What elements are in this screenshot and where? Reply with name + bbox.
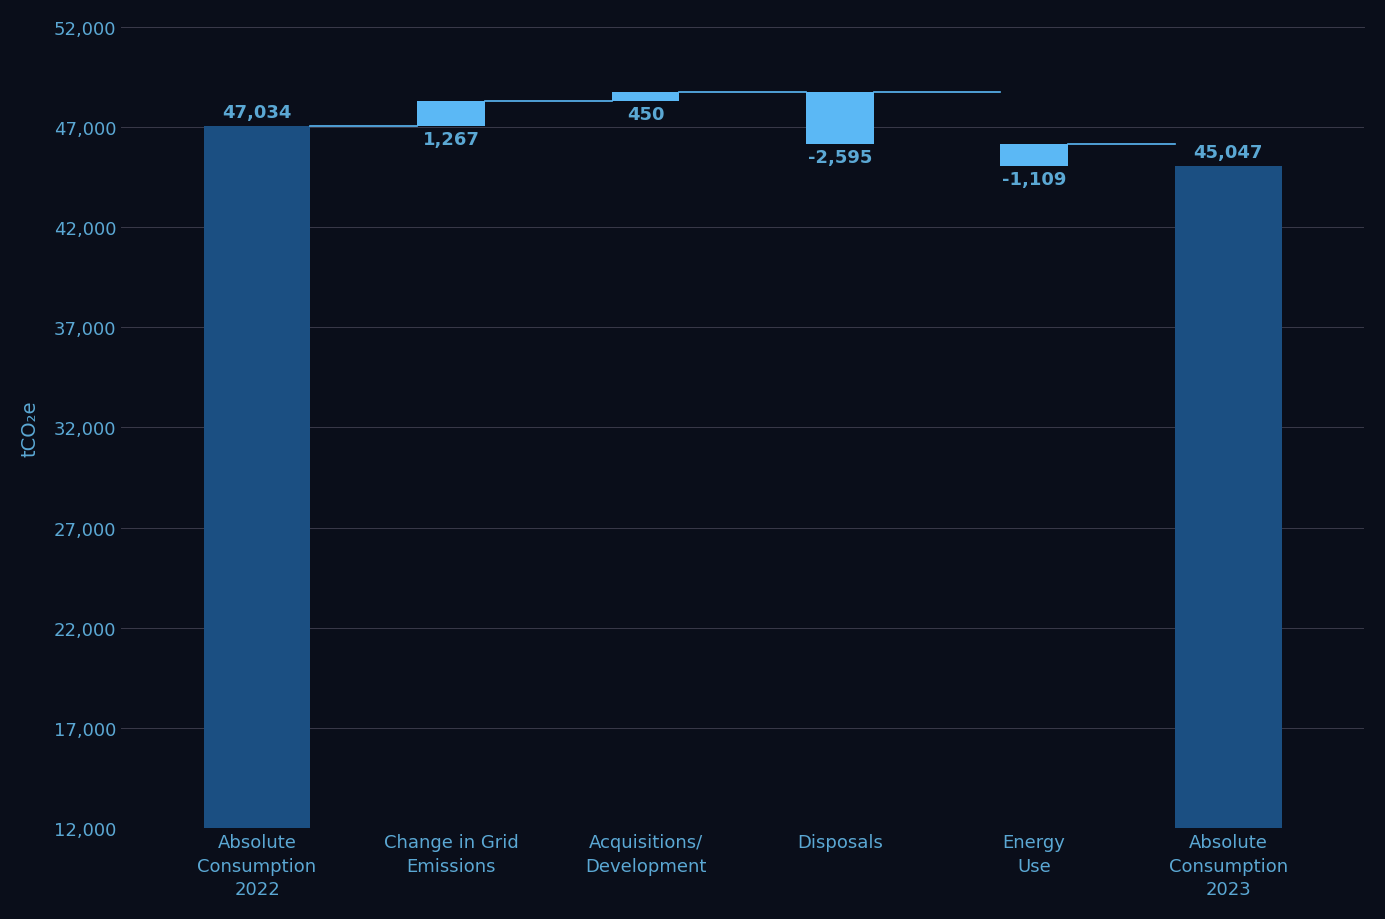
Y-axis label: tCO₂e: tCO₂e [21, 400, 40, 456]
Bar [1174, 167, 1281, 828]
Text: -1,109: -1,109 [1001, 171, 1066, 189]
Bar [417, 102, 485, 127]
Bar [204, 127, 310, 828]
Text: -2,595: -2,595 [807, 149, 873, 166]
Bar [806, 93, 874, 144]
Bar [1000, 144, 1068, 167]
Text: 1,267: 1,267 [422, 131, 479, 149]
Text: 47,034: 47,034 [223, 104, 292, 122]
Bar [612, 93, 680, 102]
Text: 450: 450 [627, 106, 665, 124]
Text: 45,047: 45,047 [1194, 144, 1263, 162]
